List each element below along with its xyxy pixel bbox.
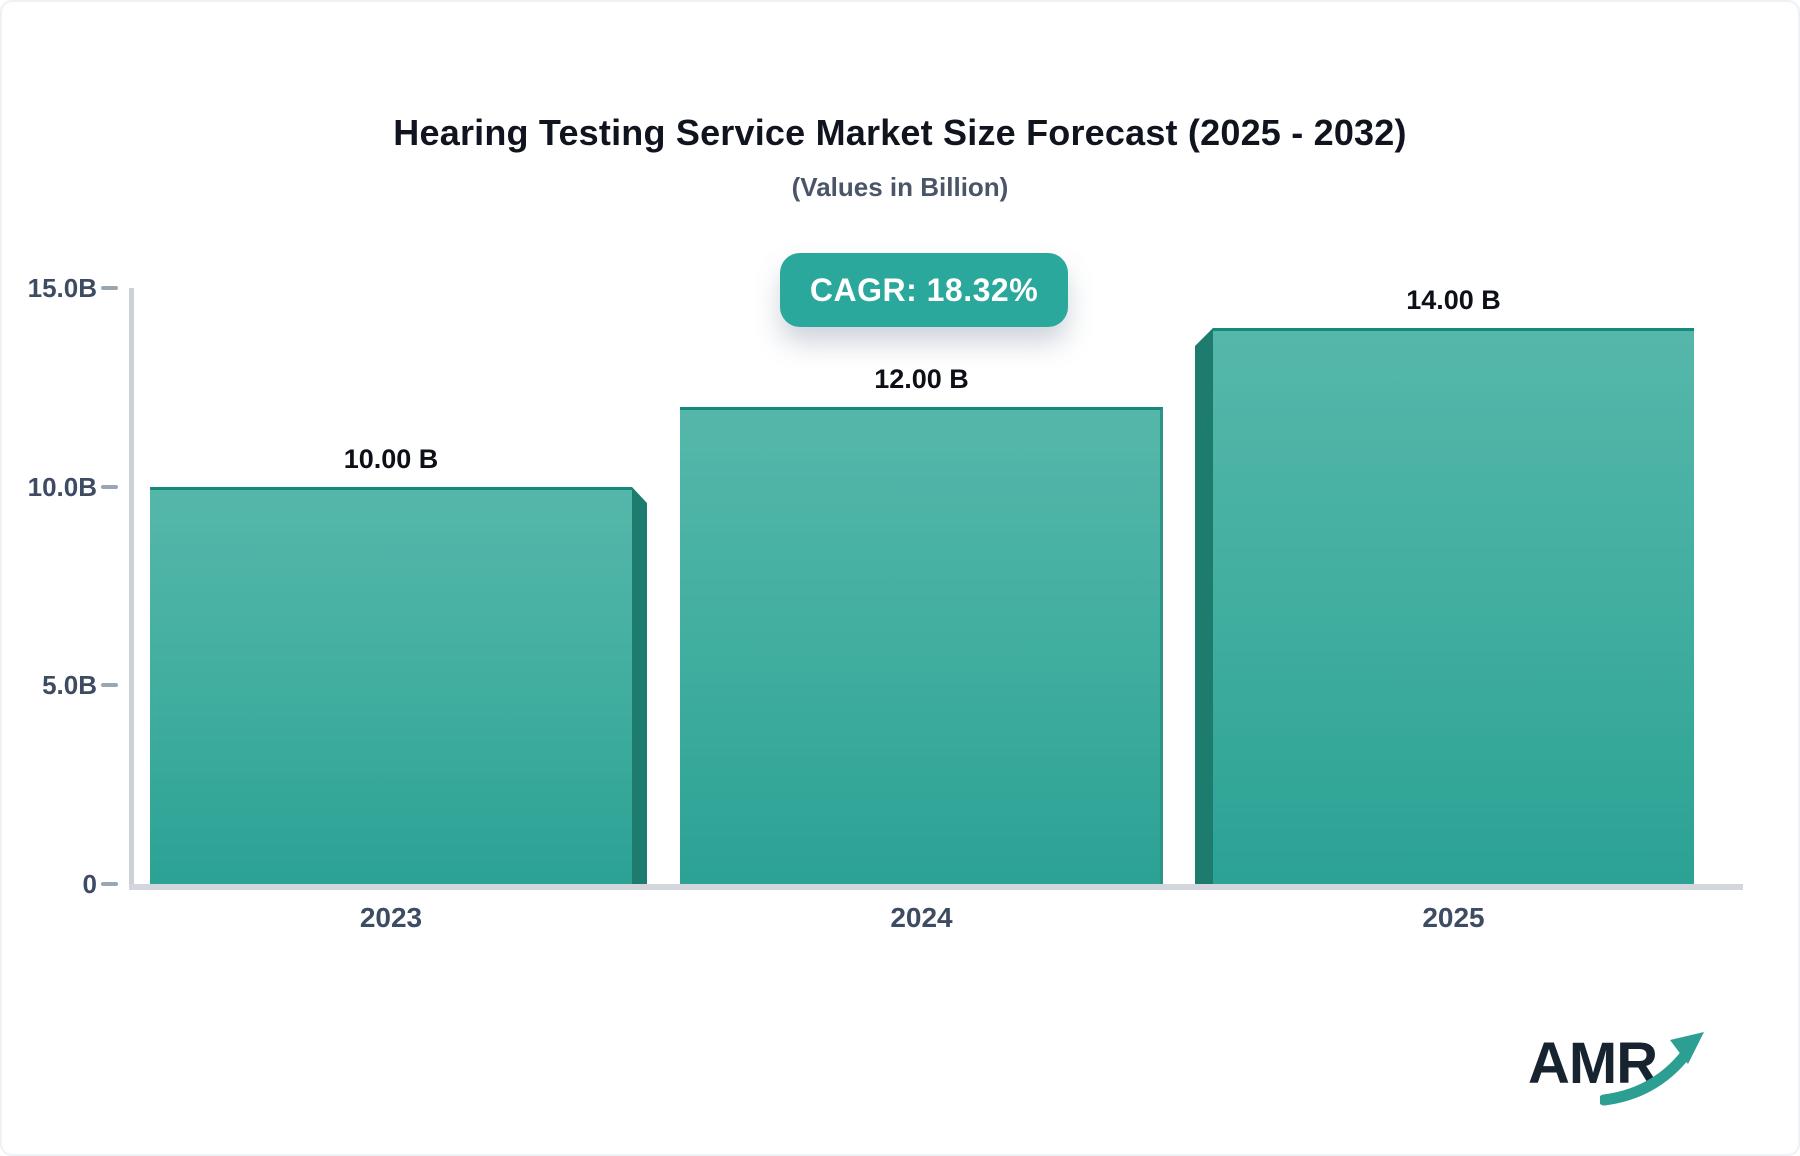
cagr-badge: CAGR: 18.32% xyxy=(780,253,1068,327)
amr-logo: AMR xyxy=(1520,1022,1730,1117)
bar-3d-side-2025 xyxy=(1195,328,1213,884)
y-axis-tick-label: 5.0B xyxy=(42,670,97,700)
y-axis-tick-mark xyxy=(101,286,118,290)
y-axis-line xyxy=(129,288,134,885)
y-axis-tick-mark xyxy=(101,485,118,489)
y-axis-tick-label: 10.0B xyxy=(27,472,97,502)
bar-value-label: 12.00 B xyxy=(874,364,969,394)
x-axis-line xyxy=(129,884,1743,890)
bar-value-label: 10.00 B xyxy=(343,444,439,474)
chart-subtitle: (Values in Billion) xyxy=(791,172,1009,202)
bar-3d-side-2023 xyxy=(632,487,647,884)
bar-2024 xyxy=(680,407,1163,884)
y-axis-tick-mark xyxy=(101,683,118,687)
bar-2023 xyxy=(150,487,632,884)
bar-value-label: 14.00 B xyxy=(1406,285,1501,315)
y-axis-tick-mark xyxy=(101,882,118,886)
cagr-badge-label: CAGR: 18.32% xyxy=(809,271,1039,308)
x-axis-category-label: 2023 xyxy=(359,902,423,933)
x-axis-category-label: 2024 xyxy=(890,902,953,933)
y-axis-tick-label: 15.0B xyxy=(27,273,97,303)
amr-logo-text: AMR xyxy=(1528,1031,1658,1096)
growth-arrow-icon xyxy=(1600,1032,1704,1106)
x-axis-category-label: 2025 xyxy=(1422,902,1485,933)
bar-2025 xyxy=(1213,328,1694,884)
y-axis-tick-label: 0 xyxy=(82,869,97,899)
chart-title: Hearing Testing Service Market Size Fore… xyxy=(393,112,1407,153)
